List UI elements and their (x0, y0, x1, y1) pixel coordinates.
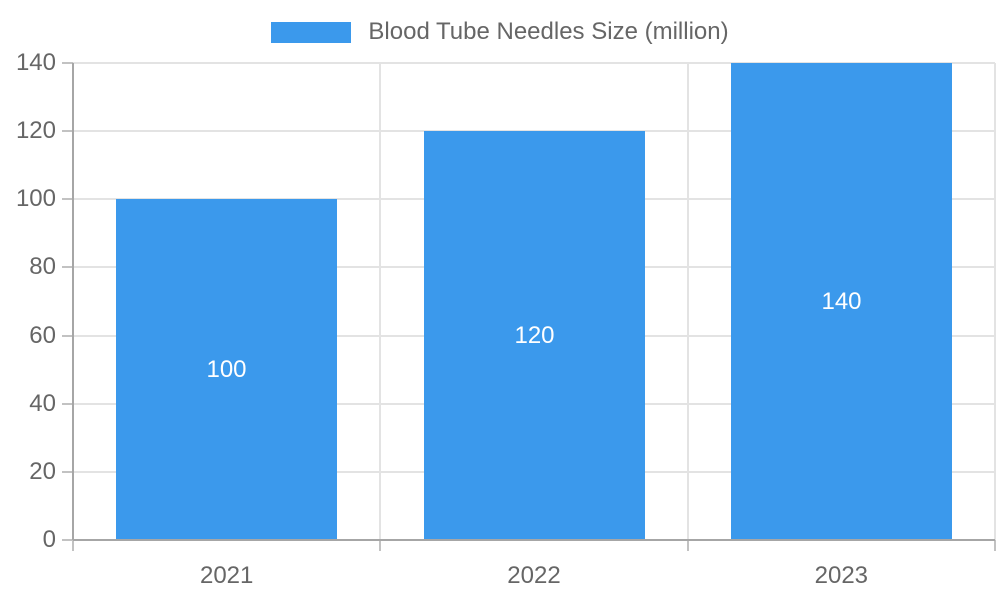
y-axis-line (72, 63, 74, 540)
v-gridline (686, 63, 689, 540)
x-axis-tick (686, 540, 689, 551)
h-gridline (73, 62, 995, 64)
bar-2023[interactable] (731, 63, 952, 540)
x-axis-tick (994, 540, 996, 551)
y-axis-tick (62, 402, 73, 405)
x-axis-label: 2023 (814, 562, 869, 589)
legend-label: Blood Tube Needles Size (million) (368, 18, 729, 45)
v-gridline (994, 63, 996, 540)
y-axis-tick (62, 62, 73, 64)
bar-2021[interactable] (116, 199, 337, 540)
x-axis-label: 2021 (199, 562, 254, 589)
legend: Blood Tube Needles Size (million) (0, 12, 1000, 52)
y-axis-tick (62, 266, 73, 269)
y-axis-label: 40 (29, 389, 56, 417)
y-axis-label: 80 (29, 253, 56, 281)
y-axis-tick (62, 539, 73, 541)
legend-item[interactable]: Blood Tube Needles Size (million) (271, 18, 729, 46)
bar-value-label: 120 (514, 322, 555, 349)
legend-color-box-icon (271, 21, 352, 43)
y-axis-label: 100 (15, 185, 56, 213)
y-axis-label: 120 (15, 117, 56, 145)
y-axis-label: 60 (29, 321, 56, 349)
y-axis-tick (62, 470, 73, 473)
y-axis-label: 140 (15, 49, 56, 76)
y-axis-label: 0 (42, 526, 56, 553)
y-axis-tick (62, 130, 73, 133)
y-axis-label: 20 (29, 457, 56, 485)
y-axis-tick (62, 198, 73, 201)
y-axis-tick (62, 334, 73, 337)
x-axis-tick (379, 540, 382, 551)
x-axis-tick (72, 540, 74, 551)
v-gridline (379, 63, 382, 540)
bar-value-label: 100 (206, 356, 247, 383)
bar-2022[interactable] (424, 131, 645, 540)
x-axis-line (73, 539, 995, 541)
x-axis-label: 2022 (507, 562, 561, 589)
bar-value-label: 140 (821, 288, 862, 315)
